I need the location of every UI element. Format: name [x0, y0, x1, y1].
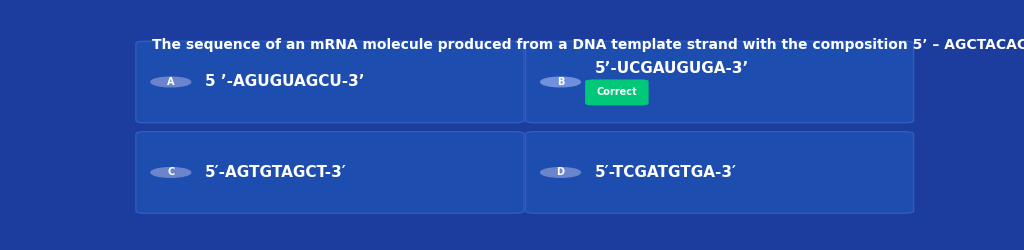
Text: 5 ’-AGUGUAGCU-3’: 5 ’-AGUGUAGCU-3’	[205, 74, 365, 90]
Text: C: C	[167, 168, 174, 177]
FancyBboxPatch shape	[136, 41, 524, 123]
Text: D: D	[556, 168, 564, 177]
Text: Correct: Correct	[597, 88, 637, 98]
Circle shape	[151, 77, 190, 87]
Text: The sequence of an mRNA molecule produced from a DNA template strand with the co: The sequence of an mRNA molecule produce…	[152, 38, 1024, 52]
FancyBboxPatch shape	[525, 132, 913, 213]
Text: 5′-TCGATGTGA-3′: 5′-TCGATGTGA-3′	[595, 165, 736, 180]
Text: 5’-UCGAUGUGA-3’: 5’-UCGAUGUGA-3’	[595, 60, 749, 76]
Text: 5′-AGTGTAGCT-3′: 5′-AGTGTAGCT-3′	[205, 165, 347, 180]
Circle shape	[541, 168, 581, 177]
Text: A: A	[167, 77, 175, 87]
Circle shape	[151, 168, 190, 177]
Circle shape	[541, 77, 581, 87]
FancyBboxPatch shape	[525, 41, 913, 123]
FancyBboxPatch shape	[585, 80, 648, 106]
FancyBboxPatch shape	[136, 132, 524, 213]
Text: B: B	[557, 77, 564, 87]
